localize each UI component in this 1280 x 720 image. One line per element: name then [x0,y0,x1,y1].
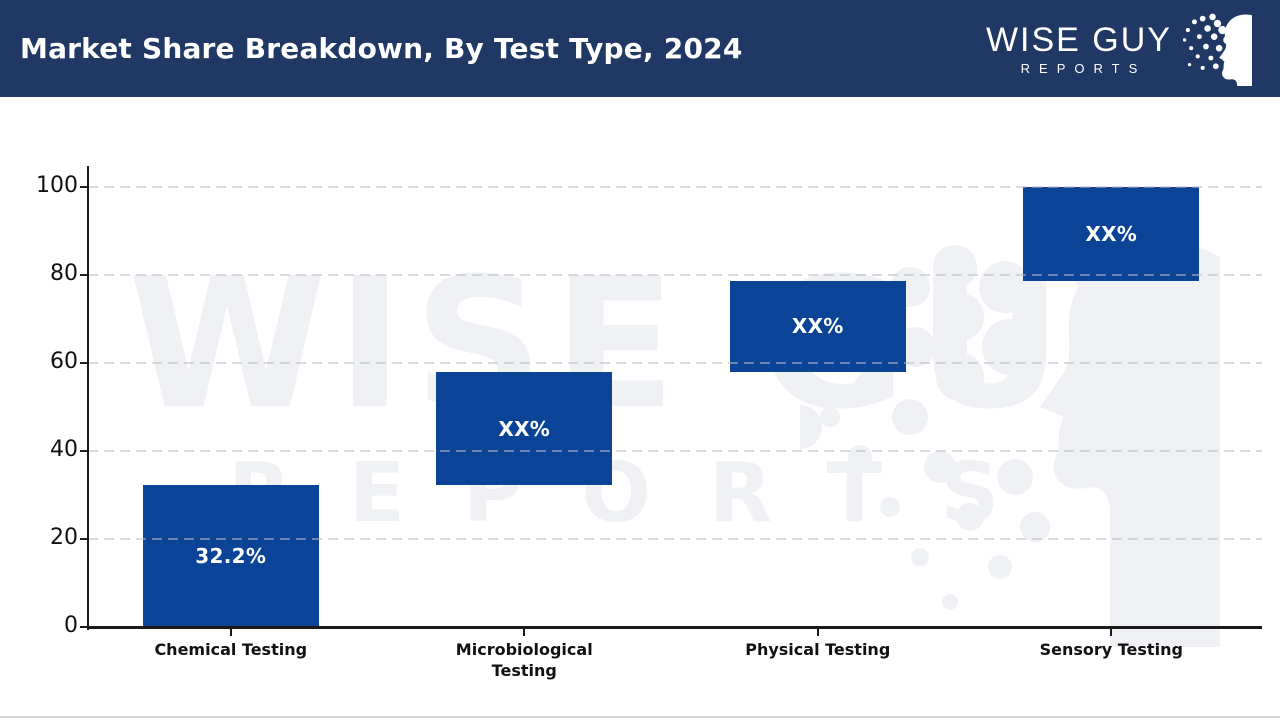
bar-value-label-sensory-testing: XX% [1085,222,1138,247]
category-label-sensory-testing: Sensory Testing [1039,640,1183,659]
bar-physical-testing: XX% [729,281,906,372]
x-tick-sensory-testing [1110,629,1113,636]
y-tick-20 [80,538,88,540]
y-tick-0 [80,626,88,628]
logo-wordmark: WISE GUY [985,20,1172,59]
bar-value-label-chemical-testing: 32.2% [195,544,267,569]
gridline-20 [88,538,1262,540]
y-tick-label-40: 40 [50,437,78,462]
gridline-100 [88,186,1262,188]
gridline-40 [88,450,1262,452]
bar-sensory-testing: XX% [1023,187,1200,282]
bar-chemical-testing: 32.2% [142,485,319,627]
bottom-divider [0,716,1280,718]
logo-face-icon [1182,13,1252,86]
category-label-chemical-testing: Chemical Testing [154,640,308,659]
y-tick-40 [80,450,88,452]
y-tick-label-100: 100 [36,173,78,198]
y-tick-label-80: 80 [50,261,78,286]
wiseguy-logo: WISE GUY REPORTS [986,12,1252,86]
logo-text: WISE GUY REPORTS [986,23,1172,75]
chart-area: WISE GUY REPORTS 0 20 40 60 80 100 32.2% Chemic… [0,97,1280,720]
x-axis-line [88,626,1262,629]
y-tick-100 [80,186,88,188]
header-bar: Market Share Breakdown, By Test Type, 20… [0,0,1280,97]
logo-subtitle: REPORTS [1020,60,1147,76]
gridline-60 [88,362,1262,364]
y-tick-60 [80,362,88,364]
y-tick-label-20: 20 [50,525,78,550]
page-title: Market Share Breakdown, By Test Type, 20… [20,32,743,65]
bar-value-label-microbiological-testing: XX% [498,416,551,441]
category-label-physical-testing: Physical Testing [745,640,891,659]
x-tick-microbiological-testing [523,629,526,636]
y-tick-80 [80,274,88,276]
y-tick-label-0: 0 [64,613,78,638]
x-tick-physical-testing [816,629,819,636]
plot-area: 0 20 40 60 80 100 32.2% Chemical Testing XX% Micr… [0,97,1280,720]
x-tick-chemical-testing [229,629,232,636]
bar-microbiological-testing: XX% [436,371,613,486]
category-label-microbiological-testing: Microbiological Testing [455,640,593,680]
gridline-80 [88,274,1262,276]
y-tick-label-60: 60 [50,349,78,374]
bar-value-label-physical-testing: XX% [791,314,844,339]
y-axis-line [87,166,89,630]
